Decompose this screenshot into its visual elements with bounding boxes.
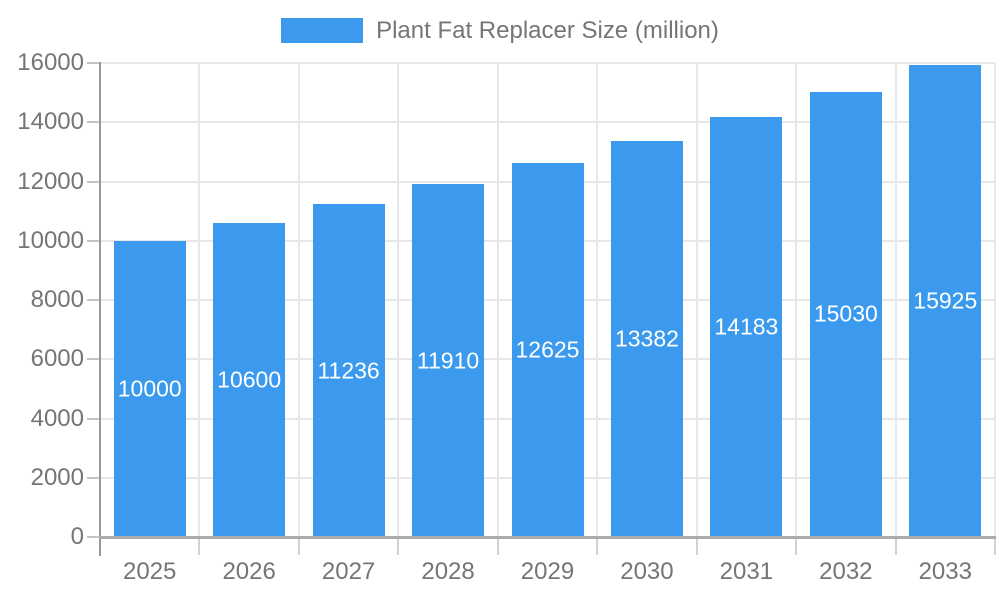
gridline-vertical — [894, 63, 897, 537]
x-axis-tick — [894, 539, 897, 555]
y-axis-tick — [87, 417, 100, 420]
bar-2027: 11236 — [312, 204, 385, 537]
x-axis-tick — [496, 539, 499, 555]
x-axis-tick — [795, 539, 798, 555]
bar-value-label: 10600 — [217, 366, 282, 393]
x-axis-tick — [397, 539, 400, 555]
y-axis-tick — [87, 121, 100, 124]
y-axis-label: 16000 — [17, 49, 84, 76]
x-axis-tick — [198, 539, 201, 555]
gridline-vertical — [994, 63, 996, 537]
legend-label: Plant Fat Replacer Size (million) — [376, 16, 719, 44]
bar-2028: 11910 — [412, 184, 485, 537]
gridline-vertical — [397, 63, 400, 537]
x-axis-label: 2031 — [719, 558, 774, 585]
y-axis-label: 12000 — [17, 167, 84, 195]
gridline-vertical — [795, 63, 798, 537]
y-axis-label: 4000 — [30, 404, 84, 432]
y-axis-label: 2000 — [30, 463, 84, 491]
y-axis-tick — [87, 62, 100, 64]
y-axis-tick — [87, 358, 100, 361]
y-axis-tick — [87, 536, 100, 538]
bar-2031: 14183 — [710, 116, 783, 537]
gridline-vertical — [596, 63, 599, 537]
bar-2030: 13382 — [610, 140, 683, 537]
legend: Plant Fat Replacer Size (million) — [0, 16, 1000, 44]
bar-value-label: 10000 — [117, 375, 182, 402]
x-axis-label: 2027 — [321, 558, 376, 585]
x-axis-label: 2028 — [421, 558, 475, 585]
y-axis-label: 14000 — [17, 108, 84, 136]
x-axis-tick — [994, 539, 996, 555]
x-axis-label: 2030 — [620, 558, 674, 585]
gridline-vertical — [695, 63, 698, 537]
bar-value-label: 11236 — [317, 357, 380, 384]
bar-2025: 10000 — [113, 240, 186, 537]
y-axis-label: 6000 — [30, 345, 84, 373]
x-axis-label: 2026 — [222, 558, 276, 585]
gridline-vertical — [297, 63, 300, 537]
legend-swatch — [281, 17, 364, 43]
y-axis-tick — [87, 299, 100, 301]
bar-value-label: 15030 — [813, 300, 878, 327]
x-axis-label: 2033 — [918, 558, 972, 585]
y-axis-tick — [87, 239, 100, 242]
x-axis-tick — [297, 539, 300, 555]
y-axis-tick — [87, 476, 100, 479]
y-axis-label: 0 — [70, 523, 84, 550]
bar-2026: 10600 — [213, 222, 286, 537]
bar-value-label: 13382 — [614, 325, 679, 352]
bar-value-label: 15925 — [913, 287, 978, 314]
bar-value-label: 12625 — [515, 336, 580, 363]
bar-2033: 15925 — [909, 65, 982, 537]
y-axis-label: 10000 — [17, 226, 84, 254]
y-axis-label: 8000 — [30, 286, 84, 313]
y-axis-tick — [87, 180, 100, 183]
gridline-horizontal — [100, 121, 995, 124]
bar-2029: 12625 — [511, 162, 584, 537]
gridline-vertical — [496, 63, 499, 537]
bar-value-label: 11910 — [416, 347, 480, 374]
bar-2032: 15030 — [809, 91, 882, 537]
x-axis-tick — [695, 539, 698, 555]
x-axis-label: 2029 — [520, 558, 575, 585]
x-axis-label: 2025 — [123, 558, 177, 585]
y-axis-line — [99, 62, 101, 556]
bar-value-label: 14183 — [714, 313, 779, 340]
gridline-vertical — [198, 63, 201, 537]
x-axis-label: 2032 — [819, 558, 873, 585]
gridline-horizontal — [100, 62, 995, 64]
x-axis-line — [99, 536, 996, 539]
x-axis-tick — [596, 539, 599, 555]
